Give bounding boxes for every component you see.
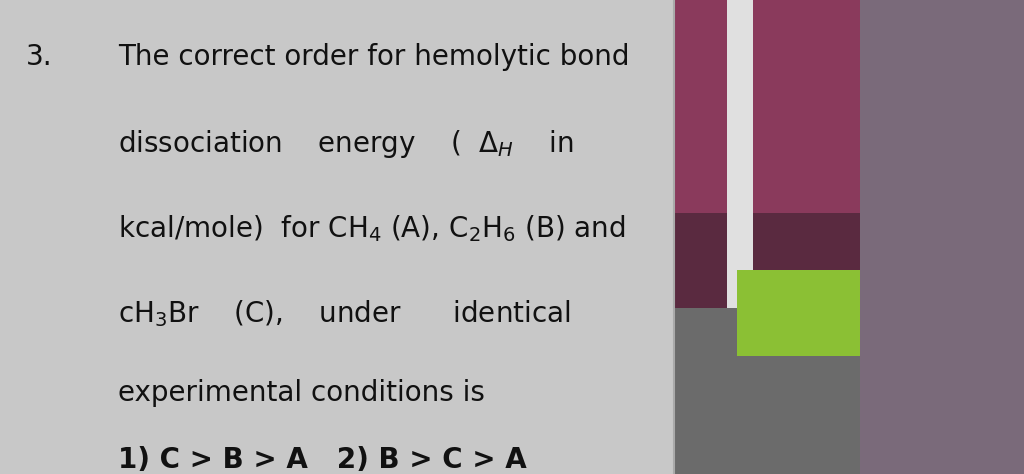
Text: The correct order for hemolytic bond: The correct order for hemolytic bond: [118, 43, 630, 71]
Text: 3.: 3.: [26, 43, 52, 71]
Text: 1) C > B > A   2) B > C > A: 1) C > B > A 2) B > C > A: [118, 446, 526, 474]
Text: cH$_3$Br    (C),    under      identical: cH$_3$Br (C), under identical: [118, 299, 570, 329]
Text: kcal/mole)  for CH$_4$ (A), C$_2$H$_6$ (B) and: kcal/mole) for CH$_4$ (A), C$_2$H$_6$ (B…: [118, 213, 626, 244]
Text: experimental conditions is: experimental conditions is: [118, 379, 484, 407]
Bar: [674, 0, 1024, 213]
Bar: [860, 0, 1024, 474]
Text: dissociation    energy    (  $\Delta_{H}$    in: dissociation energy ( $\Delta_{H}$ in: [118, 128, 573, 160]
Bar: [674, 308, 1024, 474]
Bar: [727, 0, 753, 474]
Bar: [737, 270, 860, 356]
Bar: [674, 213, 1024, 308]
